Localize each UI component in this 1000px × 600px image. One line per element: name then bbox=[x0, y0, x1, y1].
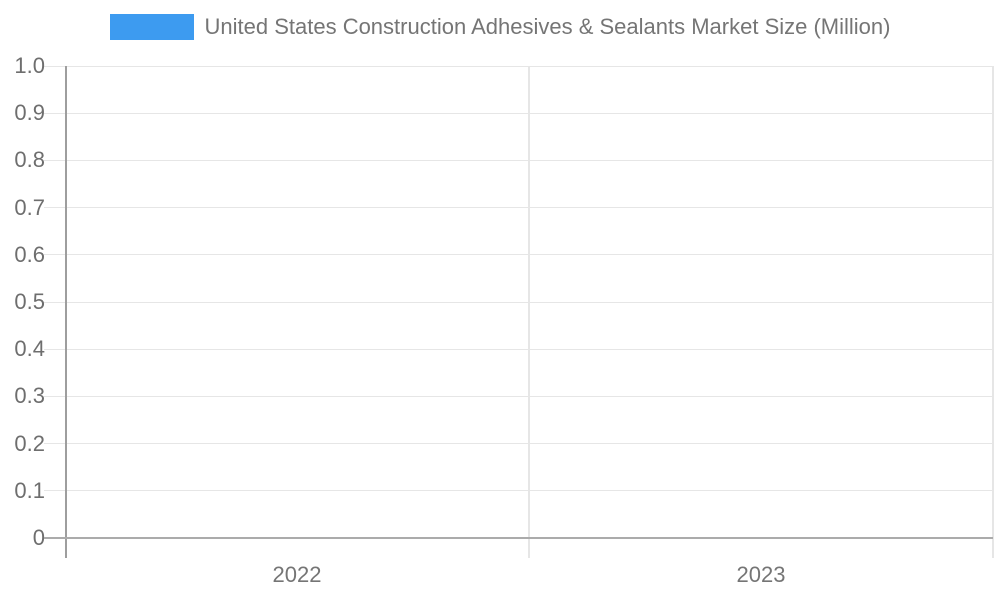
y-tick-label: 0.2 bbox=[14, 430, 45, 456]
v-gridline bbox=[528, 66, 530, 558]
h-gridline bbox=[44, 301, 993, 303]
legend-label: United States Construction Adhesives & S… bbox=[204, 14, 891, 39]
y-tick-label: 0.6 bbox=[14, 241, 45, 267]
x-category-label: 2023 bbox=[736, 562, 786, 587]
h-gridline bbox=[44, 348, 993, 350]
y-tick-label: 0.7 bbox=[14, 194, 45, 220]
x-category-label: 2022 bbox=[272, 562, 322, 587]
x-axis-line bbox=[44, 537, 993, 539]
x-axis-labels: 2022 2023 bbox=[65, 562, 993, 588]
legend: United States Construction Adhesives & S… bbox=[0, 14, 1000, 40]
y-tick-label: 0.4 bbox=[14, 336, 45, 362]
y-tick-label: 1.0 bbox=[14, 53, 45, 78]
h-gridline bbox=[44, 207, 993, 209]
y-tick-label: 0.5 bbox=[14, 289, 45, 314]
h-gridline bbox=[44, 443, 993, 445]
plot-area: 2022 2023 1.0 0.9 0.8 0.7 0.6 0.5 0.4 0.3 0.2 0.1 0 bbox=[14, 53, 994, 587]
h-gridline bbox=[44, 112, 993, 114]
h-gridline bbox=[44, 254, 993, 256]
y-tick-label: 0.3 bbox=[14, 383, 45, 409]
legend-item[interactable]: United States Construction Adhesives & S… bbox=[109, 14, 891, 40]
h-gridline bbox=[44, 159, 993, 161]
v-gridline bbox=[992, 66, 994, 558]
h-gridline bbox=[44, 65, 993, 67]
h-gridline bbox=[44, 490, 993, 492]
y-tick-label: 0.1 bbox=[14, 477, 45, 503]
h-gridline bbox=[44, 395, 993, 397]
y-axis-line bbox=[65, 66, 67, 558]
y-tick-label: 0.8 bbox=[14, 147, 45, 173]
y-tick-label: 0.9 bbox=[14, 100, 45, 126]
legend-swatch-icon bbox=[109, 14, 194, 40]
y-tick-label: 0 bbox=[32, 525, 45, 550]
